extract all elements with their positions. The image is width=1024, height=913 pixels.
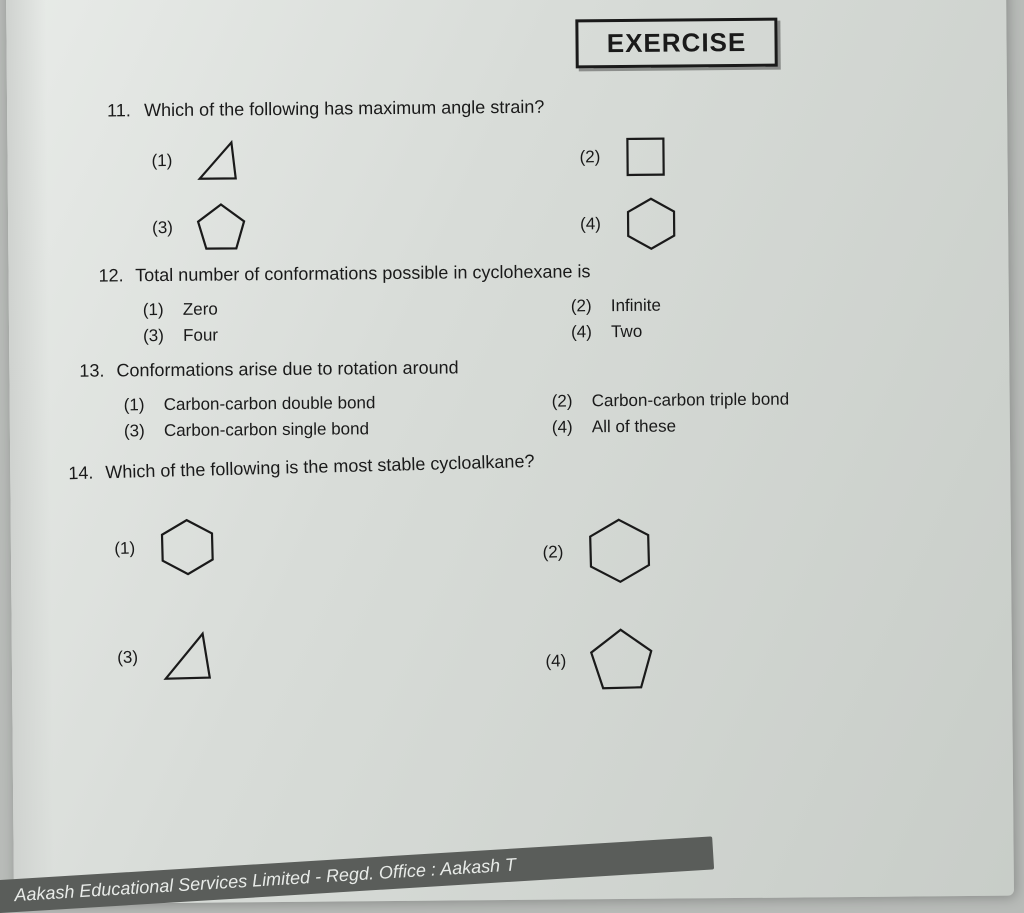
q11-opt1: (1) [151, 132, 519, 187]
option-label: (3) [143, 326, 171, 346]
hexagon-icon [153, 513, 221, 581]
option-text: Infinite [611, 296, 661, 316]
header: EXERCISE [406, 16, 947, 98]
option-label: (1) [124, 395, 152, 415]
question-stem: 13. Conformations arise due to rotation … [79, 353, 919, 381]
option-text: All of these [592, 417, 676, 438]
q14-opt4: (4) [545, 616, 915, 698]
q12-options: (1) Zero (2) Infinite (3) Four (4) Two [143, 293, 939, 346]
option-label: (3) [152, 218, 180, 238]
question-stem: 14. Which of the following is the most s… [68, 441, 908, 484]
footer-text: Aakash Educational Services Limited - Re… [14, 854, 517, 905]
question-stem: 11. Which of the following has maximum a… [107, 93, 947, 121]
triangle-icon [191, 134, 243, 186]
option-label: (2) [571, 296, 599, 316]
hexagon-icon [582, 513, 658, 589]
q12-opt2: (2) Infinite [571, 293, 939, 316]
q12-opt1: (1) Zero [143, 297, 511, 320]
option-label: (4) [545, 651, 574, 672]
q14-opt2: (2) [542, 506, 912, 590]
square-icon [619, 131, 671, 183]
q14-opt3: (3) [116, 618, 485, 688]
q11-opt2: (2) [579, 128, 947, 183]
question-13: 13. Conformations arise due to rotation … [79, 353, 920, 441]
question-number: 12. [98, 265, 130, 286]
pentagon-icon [192, 198, 251, 257]
question-12: 12. Total number of conformations possib… [98, 258, 939, 346]
option-text: Carbon-carbon single bond [164, 419, 369, 441]
option-label: (1) [151, 151, 179, 171]
q12-opt4: (4) Two [571, 319, 939, 342]
q12-opt3: (3) Four [143, 323, 511, 346]
option-label: (4) [571, 322, 599, 342]
hexagon-icon [620, 192, 683, 255]
option-label: (3) [124, 421, 152, 441]
option-label: (4) [552, 417, 580, 437]
q13-opt2: (2) Carbon-carbon triple bond [552, 388, 920, 411]
worksheet-page: EXERCISE 11. Which of the following has … [6, 0, 1014, 904]
q11-opt4: (4) [580, 190, 949, 255]
q11-options: (1) (2) (3) (4) [151, 128, 948, 259]
option-label: (1) [114, 538, 143, 559]
question-text: Total number of conformations possible i… [135, 261, 590, 285]
q14-opt1: (1) [113, 506, 483, 582]
exercise-title-box: EXERCISE [576, 18, 778, 69]
exercise-title: EXERCISE [607, 27, 747, 58]
option-label: (3) [117, 647, 146, 668]
option-label: (4) [580, 214, 608, 234]
q13-opt1: (1) Carbon-carbon double bond [124, 392, 492, 415]
option-label: (2) [542, 542, 571, 563]
question-text: Which of the following is the most stabl… [105, 451, 535, 482]
question-number: 13. [79, 360, 111, 381]
q11-opt3: (3) [152, 196, 520, 257]
q14-options: (1) (2) (3) (4) [113, 476, 914, 709]
option-label: (1) [143, 300, 171, 320]
q13-opt3: (3) Carbon-carbon single bond [124, 418, 492, 441]
question-text: Which of the following has maximum angle… [144, 97, 544, 120]
question-14: 14. Which of the following is the most s… [68, 441, 914, 710]
option-text: Zero [183, 300, 218, 320]
option-label: (2) [552, 391, 580, 411]
question-stem: 12. Total number of conformations possib… [98, 258, 938, 286]
question-text: Conformations arise due to rotation arou… [116, 357, 458, 380]
q13-options: (1) Carbon-carbon double bond (2) Carbon… [124, 388, 920, 441]
option-text: Two [611, 322, 642, 342]
q13-opt4: (4) All of these [552, 414, 920, 437]
question-11: 11. Which of the following has maximum a… [107, 93, 948, 259]
triangle-icon [156, 625, 218, 687]
option-text: Carbon-carbon triple bond [592, 390, 790, 412]
option-text: Carbon-carbon double bond [164, 393, 376, 415]
pentagon-icon [584, 623, 658, 697]
question-number: 14. [68, 462, 101, 484]
question-number: 11. [107, 100, 139, 121]
option-label: (2) [579, 147, 607, 167]
option-text: Four [183, 326, 218, 346]
